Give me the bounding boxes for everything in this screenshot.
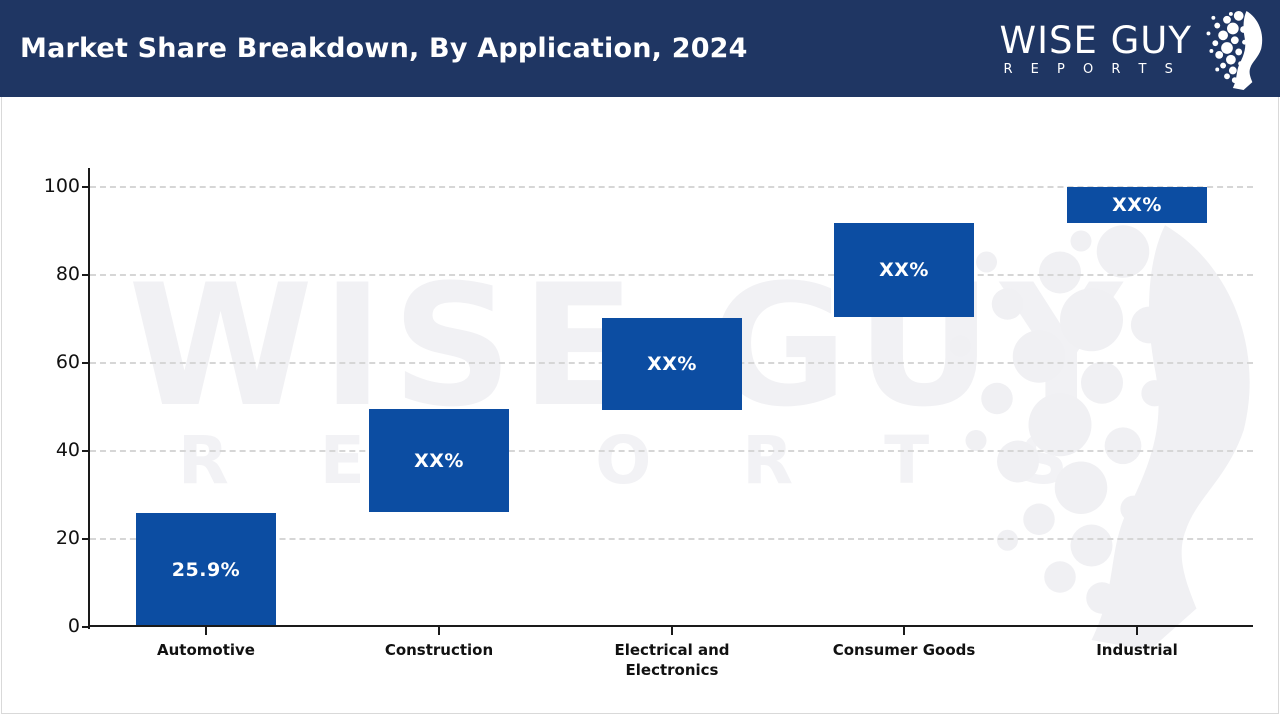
y-tick-label-20: 20 [55,526,80,549]
gridline-40 [90,449,1253,452]
x-tick-2 [671,627,673,635]
gridline-20 [90,537,1253,540]
bar-value-label: XX% [414,449,464,472]
x-tick-3 [903,627,905,635]
bar-industrial: XX% [1067,187,1207,223]
category-label-0: Automotive [157,641,255,659]
bar-consumer-goods: XX% [834,223,974,317]
logo-face-icon [1206,10,1263,90]
header-bar: Market Share Breakdown, By Application, … [0,0,1280,97]
bar-construction: XX% [369,409,509,512]
x-tick-0 [205,627,207,635]
watermark-face-icon [949,225,1250,651]
bar-automotive: 25.9% [136,513,276,627]
bar-value-label: XX% [1112,194,1162,216]
category-label-3: Consumer Goods [832,641,976,659]
y-axis-line [88,168,90,629]
y-tick-0 [82,625,90,628]
y-tick-40 [82,449,90,452]
y-tick-100 [82,186,90,188]
x-axis-line [88,625,1253,627]
x-tick-4 [1136,627,1138,635]
y-tick-60 [82,361,90,364]
category-label-4: Industrial [1096,641,1178,659]
logo: WISE GUY R E P O R T S [1000,8,1266,90]
page-title: Market Share Breakdown, By Application, … [20,33,748,64]
y-tick-label-80: 80 [55,262,80,285]
bar-value-label: XX% [879,259,929,281]
category-label-2: Electrical and Electronics [614,641,730,680]
bar-electrical-and-electronics: XX% [602,318,742,410]
gridline-80 [90,273,1253,276]
gridline-100 [90,186,1253,188]
x-tick-1 [438,627,440,635]
y-tick-label-0: 0 [67,614,80,637]
y-tick-label-100: 100 [43,175,80,197]
logo-wordmark: WISE GUY [999,19,1192,62]
y-tick-20 [82,537,90,540]
category-label-1: Construction [384,641,494,659]
y-tick-80 [82,273,90,276]
logo-tagline: R E P O R T S [1003,62,1180,77]
watermark-tagline: R E P O R T S [178,422,1102,499]
y-tick-label-40: 40 [55,438,80,461]
bar-value-label: XX% [647,353,697,375]
bar-value-label: 25.9% [171,559,241,581]
y-tick-label-60: 60 [55,350,80,373]
